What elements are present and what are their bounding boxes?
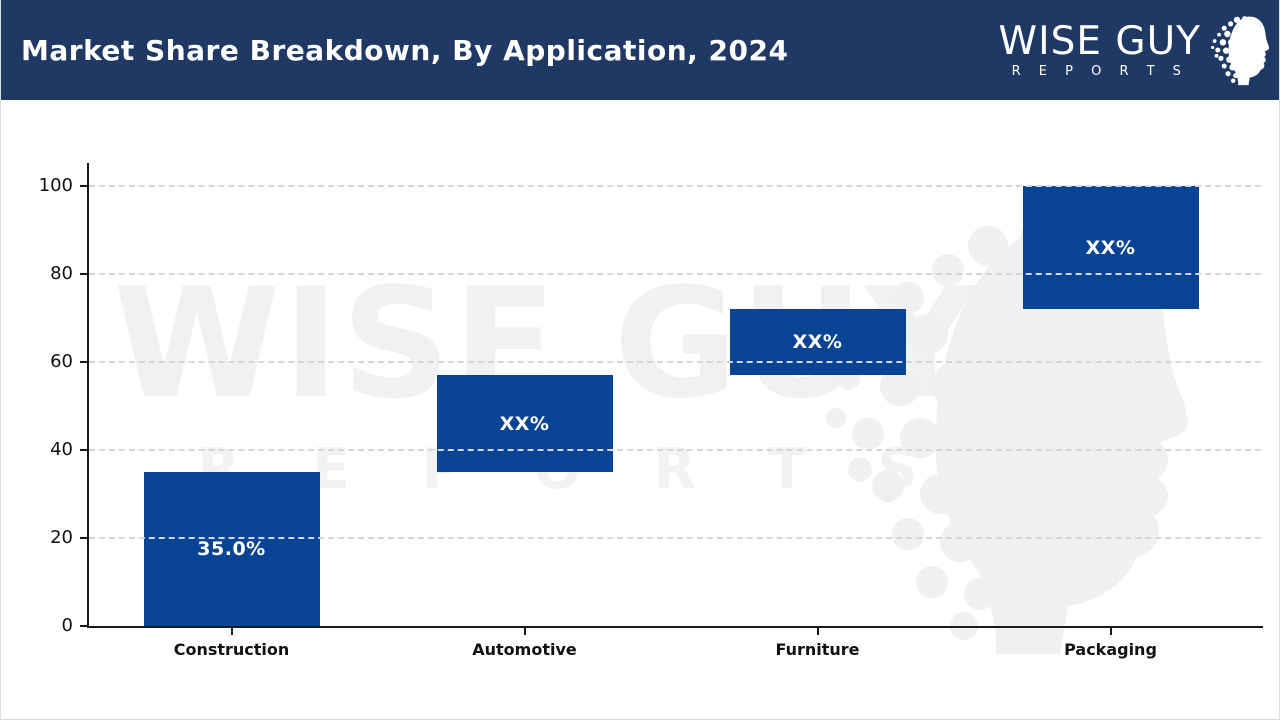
- x-tick: [1109, 628, 1112, 635]
- bar-value-label: XX%: [1085, 236, 1136, 259]
- y-tick-label: 40: [50, 439, 73, 460]
- y-tick: [80, 185, 88, 187]
- bar-value-label: 35.0%: [197, 538, 266, 560]
- y-tick: [80, 361, 88, 363]
- bar-value-label: XX%: [792, 331, 843, 354]
- gridline: [89, 449, 1261, 451]
- x-axis-category-label: Automotive: [472, 640, 577, 659]
- logo-wordmark: WISE GUY: [998, 19, 1201, 64]
- logo-subtitle: R E P O R T S: [1011, 64, 1188, 79]
- bar-packaging: XX%: [1022, 186, 1199, 310]
- bar-automotive: XX%: [436, 375, 613, 472]
- dotted-head-icon: [1205, 11, 1269, 89]
- x-axis-line: [87, 626, 1263, 628]
- x-tick: [816, 628, 819, 635]
- x-tick: [230, 628, 233, 635]
- page-title: Market Share Breakdown, By Application, …: [21, 33, 789, 67]
- x-axis-category-label: Furniture: [775, 640, 860, 659]
- bar-furniture: XX%: [729, 309, 906, 376]
- wiseguy-logo-text: WISE GUY R E P O R T S: [999, 22, 1201, 78]
- gridline: [89, 273, 1261, 275]
- y-tick-label: 60: [50, 351, 73, 372]
- y-tick: [80, 625, 88, 627]
- y-tick-label: 20: [50, 527, 73, 548]
- y-tick: [80, 537, 88, 539]
- wiseguy-logo: WISE GUY R E P O R T S: [999, 6, 1269, 94]
- y-tick-label: 100: [38, 175, 73, 196]
- gridline: [89, 537, 1261, 539]
- y-tick-label: 80: [50, 263, 73, 284]
- x-axis-category-label: Packaging: [1064, 640, 1157, 659]
- x-axis-category-label: Construction: [173, 640, 290, 659]
- x-tick: [523, 628, 526, 635]
- header-banner: Market Share Breakdown, By Application, …: [1, 0, 1279, 100]
- y-tick-label: 0: [61, 615, 73, 636]
- y-axis-line: [87, 163, 89, 628]
- y-tick: [80, 449, 88, 451]
- gridline: [89, 185, 1261, 187]
- bar-construction: 35.0%: [143, 472, 320, 626]
- y-tick: [80, 273, 88, 275]
- bar-value-label: XX%: [499, 412, 550, 435]
- gridline: [89, 361, 1261, 363]
